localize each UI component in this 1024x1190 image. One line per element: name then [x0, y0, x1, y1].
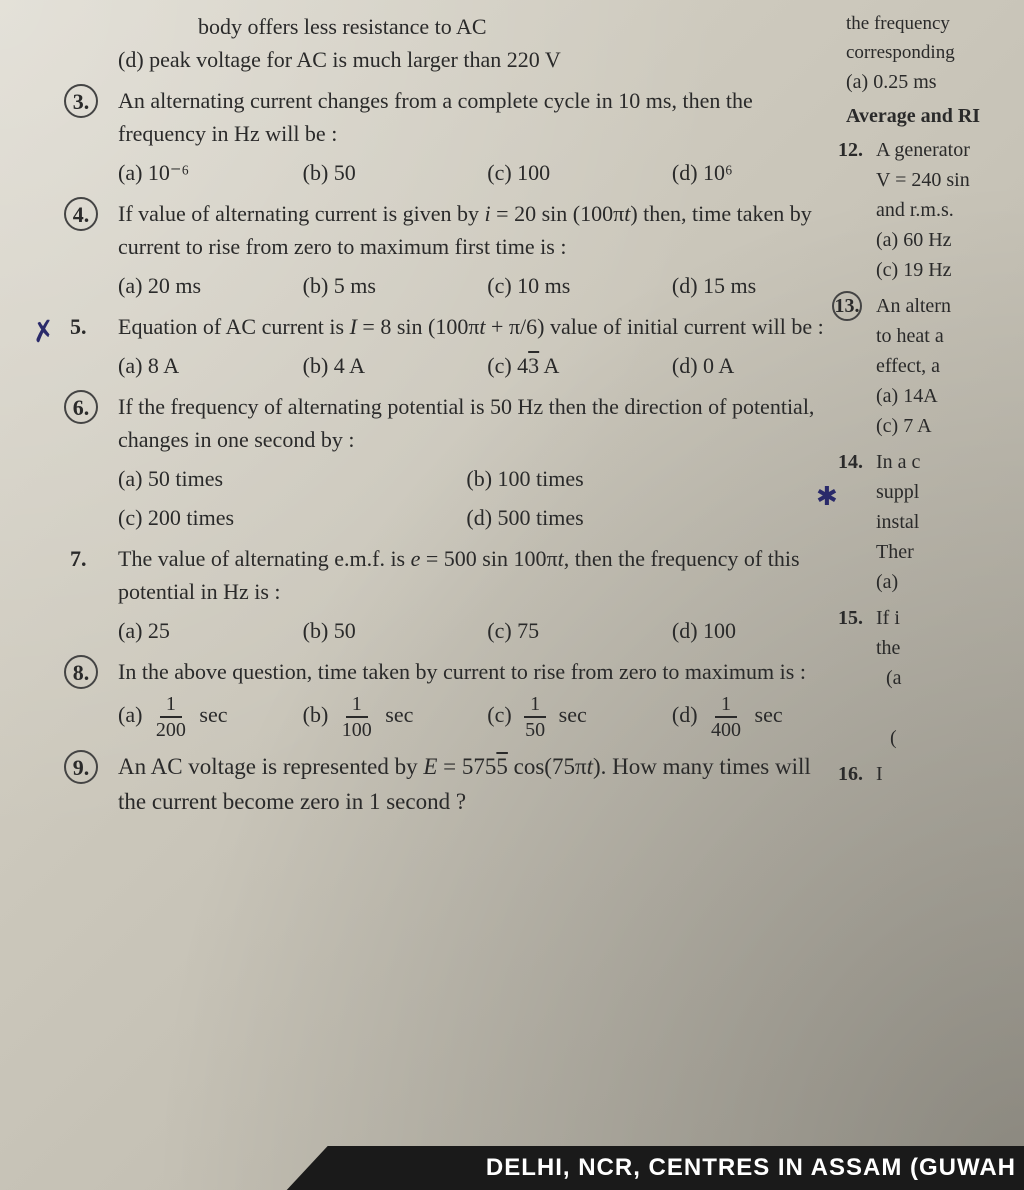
r-top-1: the frequency — [846, 10, 1004, 39]
right-column: the frequency corresponding (a) 0.25 ms … — [840, 10, 1004, 827]
opt-8a: (a) 1200 sec — [118, 694, 275, 740]
opt-4a: (a) 20 ms — [118, 269, 275, 302]
cross-mark-icon: ✗ — [29, 310, 59, 355]
opt-3a: (a) 10⁻⁶ — [118, 156, 275, 189]
qnum-8: 8. — [64, 655, 98, 689]
opt-7c: (c) 75 — [487, 614, 644, 647]
qnum-3: 3. — [64, 84, 98, 118]
question-6: 6. If the frequency of alternating poten… — [60, 390, 830, 534]
qtext-8: In the above question, time taken by cur… — [118, 659, 806, 684]
options-3: (a) 10⁻⁶ (b) 50 (c) 100 (d) 10⁶ — [118, 156, 830, 189]
question-8: 8. In the above question, time taken by … — [60, 655, 830, 740]
opt-7d: (d) 100 — [672, 614, 829, 647]
opt-7b: (b) 50 — [303, 614, 460, 647]
qtext-3: An alternating current changes from a co… — [118, 88, 753, 146]
r-top-2: corresponding — [846, 39, 1004, 68]
opt-4d: (d) 15 ms — [672, 269, 829, 302]
r-q12: 12. A generator V = 240 sin and r.m.s. (… — [846, 135, 1004, 285]
opt-5a: (a) 8 A — [118, 349, 275, 382]
qtext-9: An AC voltage is represented by E = 5755… — [118, 754, 811, 814]
opt-8c: (c) 150 sec — [487, 694, 644, 740]
footer-text: DELHI, NCR, CENTRES IN ASSAM (GUWAH — [486, 1154, 1016, 1182]
opt-7a: (a) 25 — [118, 614, 275, 647]
opt-4c: (c) 10 ms — [487, 269, 644, 302]
qnum-9: 9. — [64, 750, 98, 784]
qnum-4: 4. — [64, 197, 98, 231]
options-7: (a) 25 (b) 50 (c) 75 (d) 100 — [118, 614, 830, 647]
partial-top-text: body offers less resistance to AC (d) pe… — [60, 10, 830, 76]
r-q16: 16. I — [846, 759, 1004, 789]
r-heading: Average and RI — [846, 101, 1004, 131]
r-q13-num: 13. — [832, 291, 862, 321]
r-q13: 13. An altern to heat a effect, a (a) 14… — [846, 291, 1004, 441]
qnum-5: 5. — [70, 310, 87, 343]
r-q12-num: 12. — [838, 135, 863, 165]
options-5: (a) 8 A (b) 4 A (c) 43 A (d) 0 A — [118, 349, 830, 382]
question-4: 4. If value of alternating current is gi… — [60, 197, 830, 302]
opt-3b: (b) 50 — [303, 156, 460, 189]
r-q14: 14. In a c ✱ suppl instal Ther (a) — [846, 447, 1004, 597]
opt-6b: (b) 100 times — [466, 462, 786, 495]
qnum-7: 7. — [70, 542, 87, 575]
opt-6d: (d) 500 times — [466, 501, 786, 534]
opt-5b: (b) 4 A — [303, 349, 460, 382]
question-3: 3. An alternating current changes from a… — [60, 84, 830, 189]
options-6: (a) 50 times (b) 100 times (c) 200 times… — [118, 462, 830, 534]
options-8: (a) 1200 sec (b) 1100 sec (c) 150 sec (d… — [118, 694, 830, 740]
opt-3d: (d) 10⁶ — [672, 156, 829, 189]
r-q15: 15. If i the (a ( — [846, 603, 1004, 753]
qnum-6: 6. — [64, 390, 98, 424]
qtext-7: The value of alternating e.m.f. is e = 5… — [118, 546, 800, 604]
question-5: ✗ 5. Equation of AC current is I = 8 sin… — [60, 310, 830, 382]
opt-5d: (d) 0 A — [672, 349, 829, 382]
question-9: 9. An AC voltage is represented by E = 5… — [60, 750, 830, 819]
qtext-5: Equation of AC current is I = 8 sin (100… — [118, 314, 824, 339]
r-q16-num: 16. — [838, 759, 863, 789]
star-mark-icon: ✱ — [816, 477, 838, 516]
qtext-4: If value of alternating current is given… — [118, 201, 812, 259]
opt-4b: (b) 5 ms — [303, 269, 460, 302]
qtext-6: If the frequency of alternating potentia… — [118, 394, 814, 452]
opt-5c: (c) 43 A — [487, 349, 644, 382]
r-top-3: (a) 0.25 ms — [846, 67, 1004, 97]
partial-line-1: body offers less resistance to AC — [118, 10, 830, 43]
opt-6c: (c) 200 times — [118, 501, 438, 534]
partial-line-2: (d) peak voltage for AC is much larger t… — [118, 43, 830, 76]
opt-8b: (b) 1100 sec — [303, 694, 460, 740]
r-q14-num: 14. — [838, 447, 863, 477]
options-4: (a) 20 ms (b) 5 ms (c) 10 ms (d) 15 ms — [118, 269, 830, 302]
footer-banner: DELHI, NCR, CENTRES IN ASSAM (GUWAH — [0, 1146, 1024, 1190]
opt-8d: (d) 1400 sec — [672, 694, 829, 740]
opt-6a: (a) 50 times — [118, 462, 438, 495]
question-7: 7. The value of alternating e.m.f. is e … — [60, 542, 830, 647]
opt-3c: (c) 100 — [487, 156, 644, 189]
r-q15-num: 15. — [838, 603, 863, 633]
